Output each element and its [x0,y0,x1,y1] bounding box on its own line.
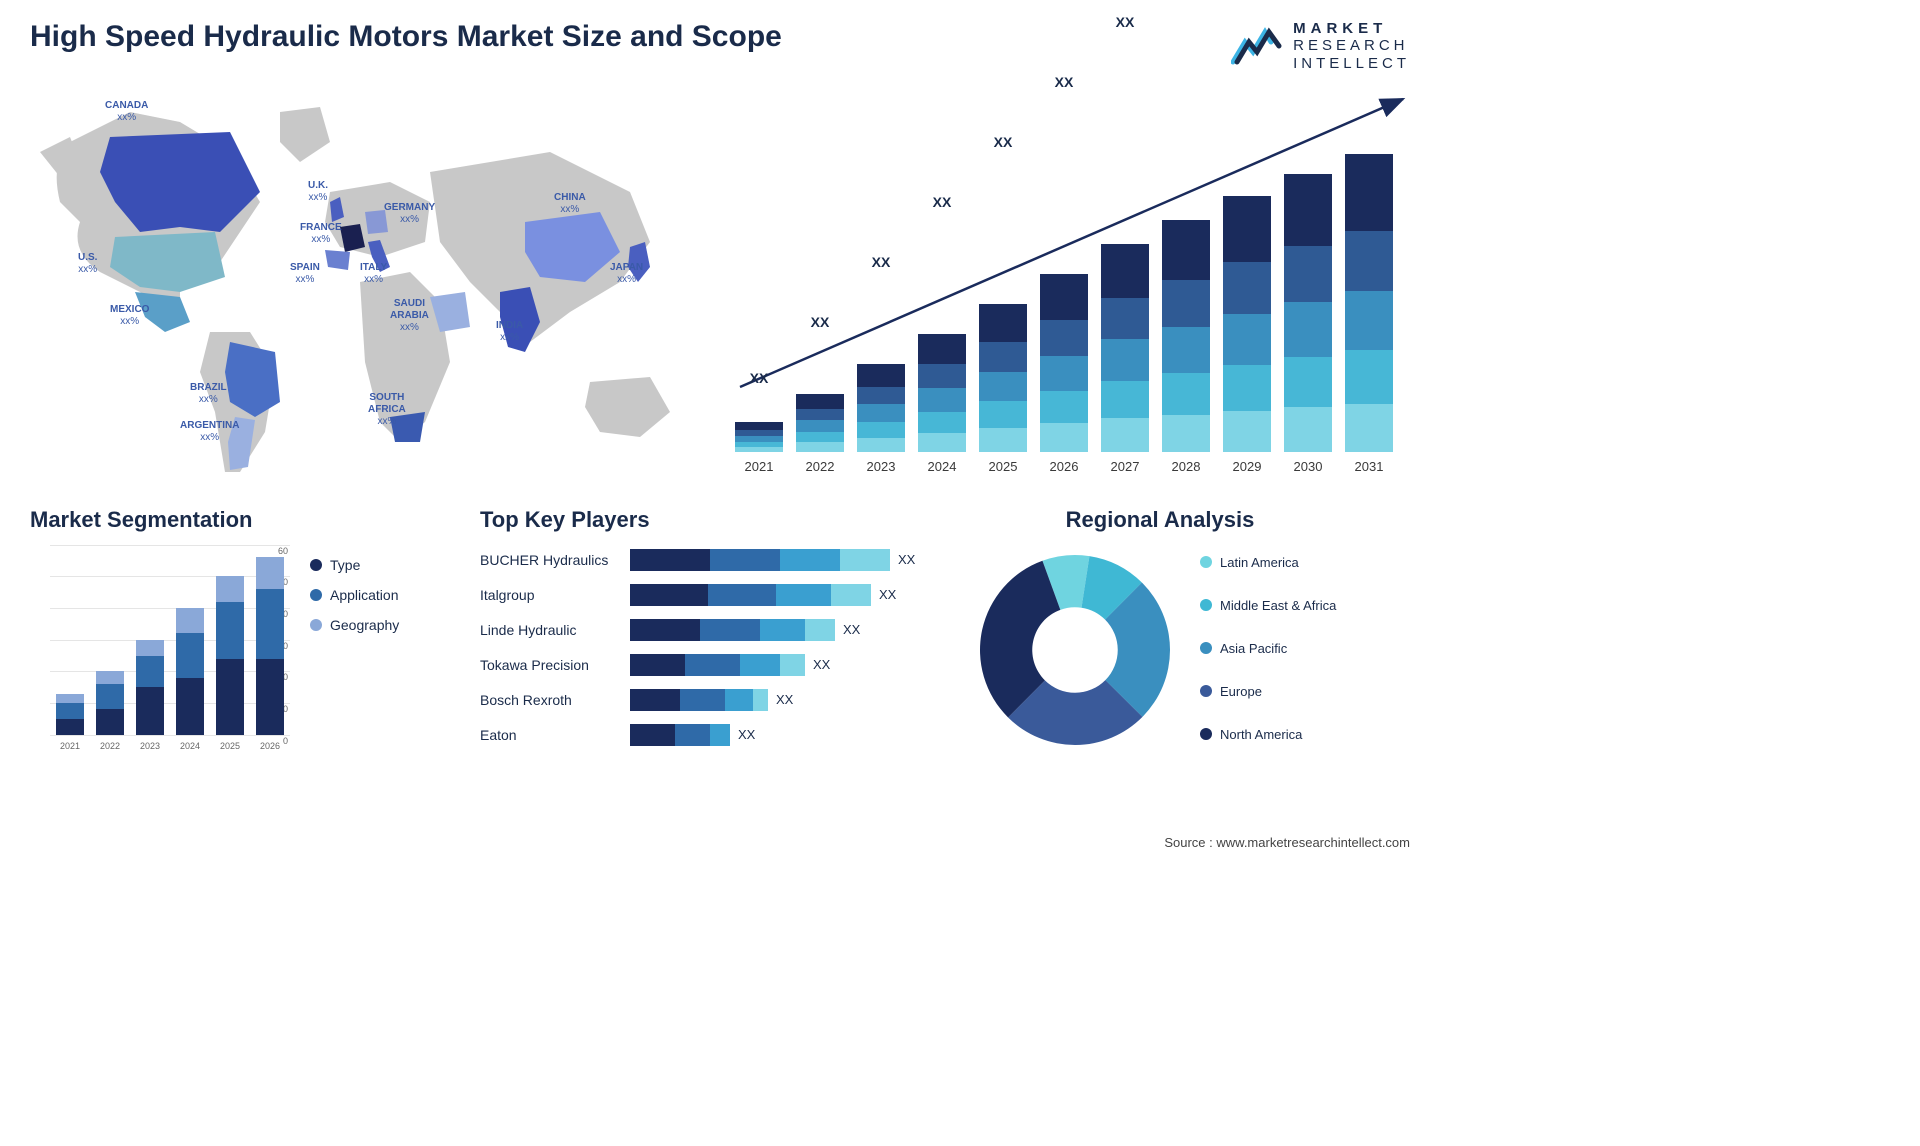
main-bar-year: 2021 [735,459,783,474]
regional-donut [970,545,1180,755]
map-label-us: U.S.xx% [78,252,97,276]
player-name: Eaton [480,727,630,743]
regional-legend: Latin America Middle East & Africa Asia Pa… [1200,545,1336,756]
players-list: BUCHER HydraulicsXXItalgroupXXLinde Hydr… [480,545,940,750]
main-bar-chart: XX2021XX2022XX2023XX2024XX2025XX2026XX20… [730,82,1410,482]
map-label-southafrica: SOUTHAFRICAxx% [368,392,406,428]
top-row: CANADAxx% U.S.xx% MEXICOxx% BRAZILxx% ARGENT… [30,82,1410,482]
regional-panel: Regional Analysis Latin America Middle Ea… [970,507,1410,767]
player-row: Bosch Rexroth XX [480,685,940,715]
seg-legend-item: Geography [310,617,399,633]
map-label-china: CHINAxx% [554,192,586,216]
main-bar-year: 2027 [1101,459,1149,474]
header: High Speed Hydraulic Motors Market Size … [30,20,1410,72]
logo-text-3: INTELLECT [1293,55,1410,72]
player-row: BUCHER Hydraulics XX [480,545,940,575]
map-label-spain: SPAINxx% [290,262,320,286]
main-bar-value: XX [735,370,783,386]
logo-text-1: MARKET [1293,20,1410,37]
regional-legend-item: North America [1200,727,1336,742]
main-bar-2031: XX2031 [1345,154,1393,452]
page-title: High Speed Hydraulic Motors Market Size … [30,20,782,54]
logo-text-2: RESEARCH [1293,37,1410,54]
main-bar-value: XX [1040,74,1088,90]
main-bar-year: 2028 [1162,459,1210,474]
player-row: Italgroup XX [480,580,940,610]
main-bar-year: 2024 [918,459,966,474]
seg-legend-item: Application [310,587,399,603]
main-bar-2029: XX2029 [1223,196,1271,452]
segmentation-chart: 0102030405060202120222023202420252026 [30,545,290,755]
logo-icon [1231,26,1285,66]
player-value: XX [738,727,755,742]
source-attribution: Source : www.marketresearchintellect.com [1164,835,1410,850]
main-bar-2028: XX2028 [1162,220,1210,452]
main-bar-2024: XX2024 [918,334,966,452]
seg-bar-2026: 2026 [256,557,284,734]
regional-title: Regional Analysis [970,507,1350,533]
map-label-brazil: BRAZILxx% [190,382,227,406]
regional-legend-item: Europe [1200,684,1336,699]
segmentation-panel: Market Segmentation 01020304050602021202… [30,507,450,767]
player-name: Italgroup [480,587,630,603]
seg-bar-2023: 2023 [136,640,164,735]
player-row: Tokawa Precision XX [480,650,940,680]
main-bar-2030: XX2030 [1284,174,1332,452]
main-bar-value: XX [796,314,844,330]
player-name: Tokawa Precision [480,657,630,673]
player-name: BUCHER Hydraulics [480,552,630,568]
bottom-row: Market Segmentation 01020304050602021202… [30,507,1410,767]
main-bar-year: 2029 [1223,459,1271,474]
seg-bar-2021: 2021 [56,694,84,735]
brand-logo: MARKET RESEARCH INTELLECT [1231,20,1410,72]
map-label-japan: JAPANxx% [610,262,643,286]
main-bar-year: 2022 [796,459,844,474]
seg-bar-2024: 2024 [176,608,204,735]
main-bar-year: 2023 [857,459,905,474]
player-name: Bosch Rexroth [480,692,630,708]
main-bar-2022: XX2022 [796,394,844,452]
player-value: XX [813,657,830,672]
player-value: XX [879,587,896,602]
regional-legend-item: Asia Pacific [1200,641,1336,656]
map-label-italy: ITALYxx% [360,262,387,286]
main-bar-2025: XX2025 [979,304,1027,452]
players-panel: Top Key Players BUCHER HydraulicsXXItalg… [480,507,940,767]
player-value: XX [776,692,793,707]
main-bar-value: XX [1101,14,1149,30]
main-bar-2026: XX2026 [1040,274,1088,452]
map-label-france: FRANCExx% [300,222,342,246]
segmentation-legend: Type Application Geography [310,557,399,647]
seg-bar-2022: 2022 [96,671,124,734]
regional-legend-item: Middle East & Africa [1200,598,1336,613]
player-row: Eaton XX [480,720,940,750]
main-bar-year: 2031 [1345,459,1393,474]
map-label-canada: CANADAxx% [105,100,148,124]
main-bar-value: XX [979,134,1027,150]
players-title: Top Key Players [480,507,940,533]
main-bar-2021: XX2021 [735,422,783,452]
map-label-argentina: ARGENTINAxx% [180,420,239,444]
main-bar-value: XX [918,194,966,210]
main-bar-2027: XX2027 [1101,244,1149,452]
map-label-mexico: MEXICOxx% [110,304,149,328]
map-label-germany: GERMANYxx% [384,202,435,226]
regional-legend-item: Latin America [1200,555,1336,570]
main-bar-year: 2030 [1284,459,1332,474]
main-bar-year: 2025 [979,459,1027,474]
map-label-uk: U.K.xx% [308,180,328,204]
world-map-panel: CANADAxx% U.S.xx% MEXICOxx% BRAZILxx% ARGENT… [30,82,690,482]
player-value: XX [898,552,915,567]
seg-bar-2025: 2025 [216,576,244,734]
map-label-india: INDIAxx% [496,320,523,344]
player-name: Linde Hydraulic [480,622,630,638]
player-value: XX [843,622,860,637]
main-bar-2023: XX2023 [857,364,905,452]
player-row: Linde Hydraulic XX [480,615,940,645]
main-bar-value: XX [857,254,905,270]
main-bar-year: 2026 [1040,459,1088,474]
map-label-saudiarabia: SAUDIARABIAxx% [390,298,429,334]
seg-legend-item: Type [310,557,399,573]
segmentation-title: Market Segmentation [30,507,450,533]
